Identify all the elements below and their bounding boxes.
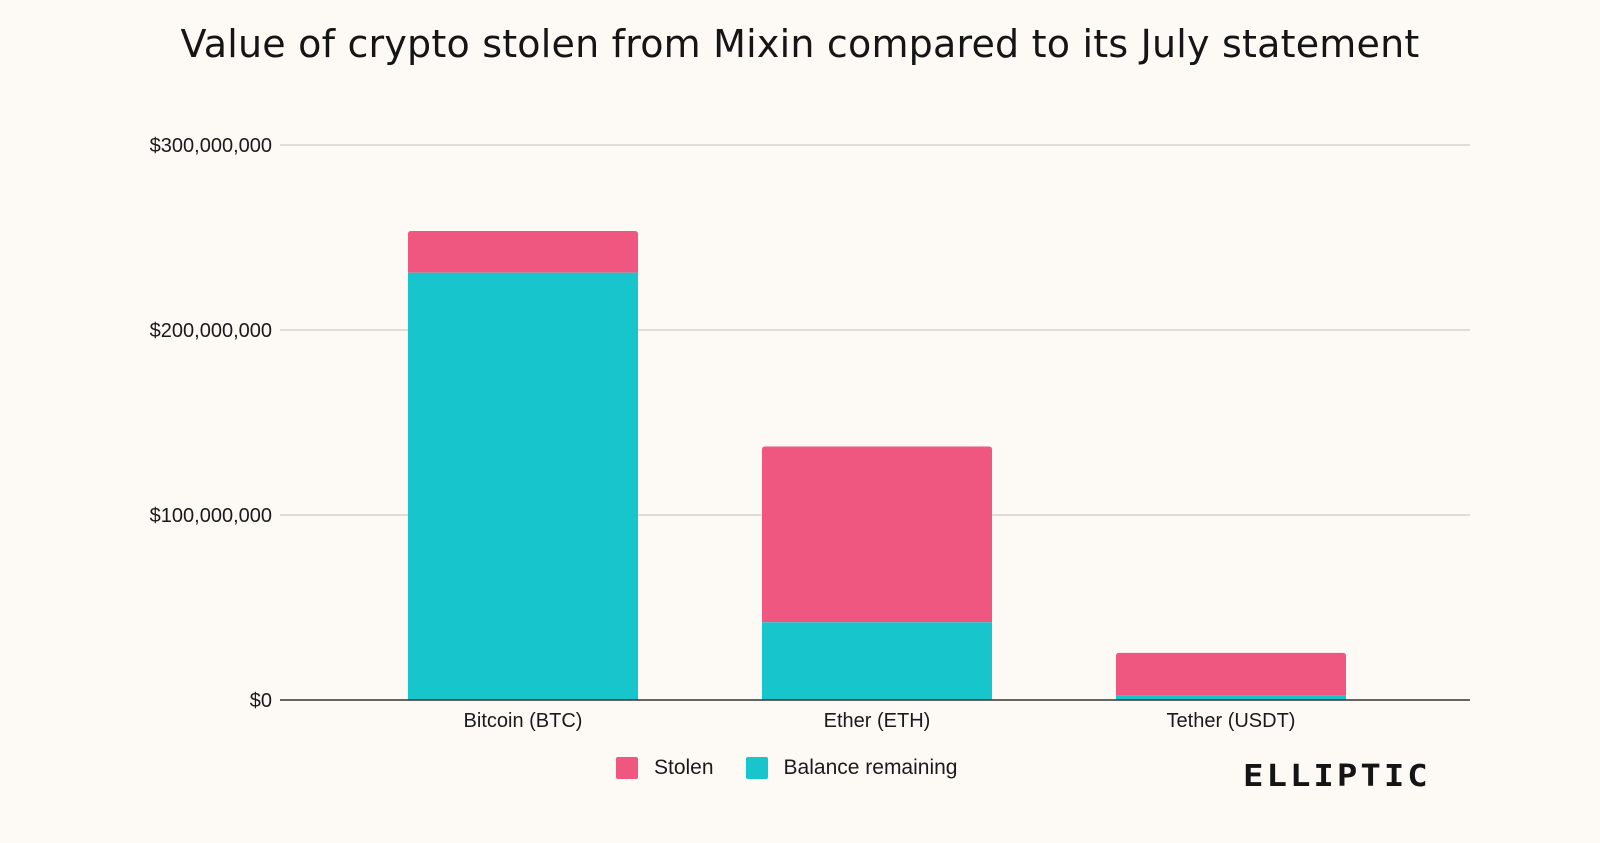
- legend: Stolen Balance remaining: [616, 756, 989, 780]
- legend-item-stolen[interactable]: Stolen: [616, 756, 714, 780]
- y-tick-label: $0: [250, 690, 272, 712]
- bar-stolen-1[interactable]: [762, 446, 992, 623]
- bar-stolen-2[interactable]: [1116, 652, 1346, 696]
- y-tick-label: $100,000,000: [150, 505, 272, 527]
- bar-balance-remaining-2[interactable]: [1116, 695, 1346, 700]
- x-axis-tick-labels: Bitcoin (BTC) Ether (ETH) Tether (USDT): [464, 710, 1296, 732]
- legend-item-balance-remaining[interactable]: Balance remaining: [745, 756, 958, 780]
- bar-balance-remaining-1[interactable]: [762, 622, 992, 700]
- y-tick-label: $200,000,000: [150, 320, 272, 342]
- elliptic-logo: ELLIPTIC: [1243, 758, 1431, 794]
- x-tick-label: Bitcoin (BTC): [464, 710, 583, 732]
- legend-label-balance-remaining: Balance remaining: [783, 756, 958, 779]
- bars: [408, 231, 1346, 700]
- bar-balance-remaining-0[interactable]: [408, 272, 638, 700]
- y-tick-label: $300,000,000: [150, 135, 272, 157]
- y-axis-tick-labels: $0 $100,000,000 $200,000,000 $300,000,000: [150, 135, 272, 712]
- legend-label-stolen: Stolen: [654, 756, 714, 779]
- bar-stolen-0[interactable]: [408, 231, 638, 273]
- x-tick-label: Ether (ETH): [824, 710, 931, 732]
- legend-swatch-stolen: [616, 757, 638, 779]
- chart-title: Value of crypto stolen from Mixin compar…: [180, 22, 1420, 66]
- x-tick-label: Tether (USDT): [1167, 710, 1296, 732]
- legend-swatch-balance-remaining: [745, 757, 768, 779]
